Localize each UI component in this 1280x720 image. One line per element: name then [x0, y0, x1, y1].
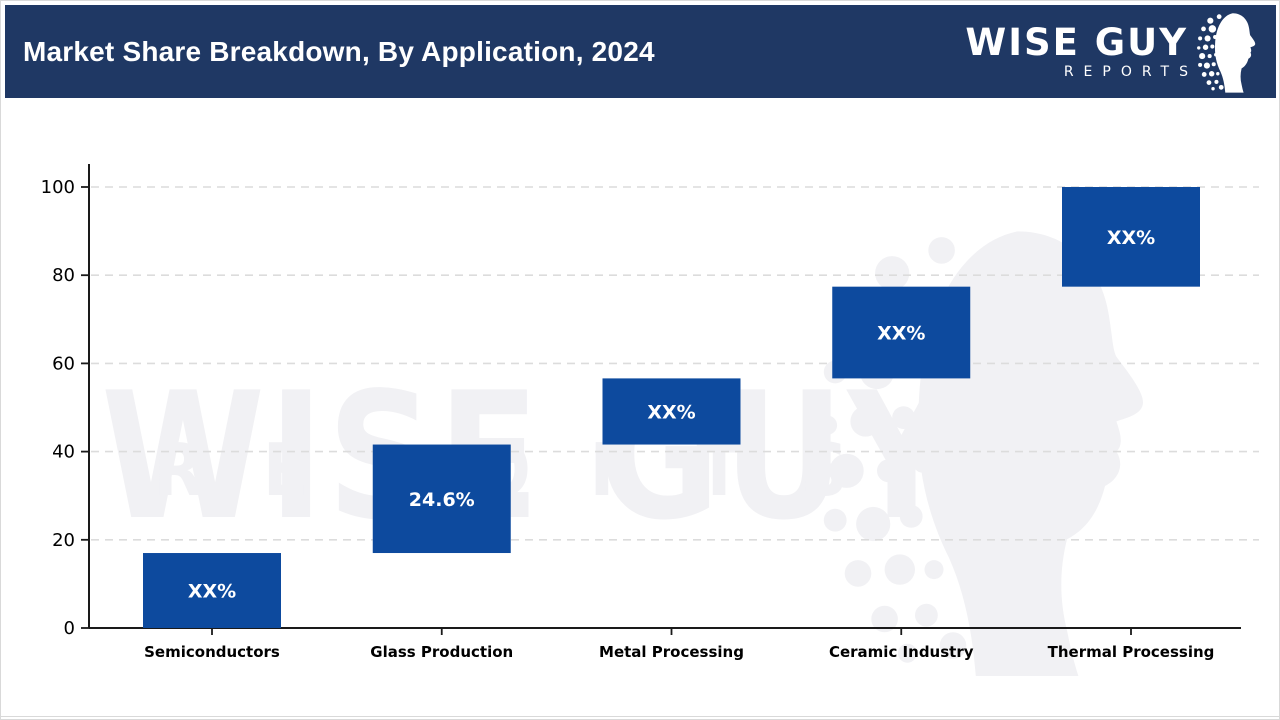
bar-glass-production	[372, 444, 511, 554]
chart-area: WISE GUY REPORTS 0 20 40 60 80 100 XX% Semicond…	[1, 98, 1279, 718]
bottom-divider	[1, 716, 1279, 717]
watermark-text-wiseguy: WISE GUY	[101, 356, 959, 559]
category-label-thermal-processing: Thermal Processing	[1048, 643, 1215, 661]
bar-value-label-semiconductors: XX%	[188, 581, 236, 603]
y-tick-label-80: 80	[52, 265, 75, 286]
bar-value-label-metal-processing: XX%	[647, 401, 695, 423]
y-tick-label-40: 40	[52, 442, 75, 463]
logo-wordmark-line1: WISE GUY	[965, 21, 1188, 64]
bar-semiconductors	[143, 553, 281, 628]
bar-value-label-ceramic-industry: XX%	[877, 323, 925, 345]
category-label-metal-processing: Metal Processing	[599, 643, 744, 661]
y-tick-label-60: 60	[52, 353, 75, 374]
y-tick-label-0: 0	[64, 618, 75, 639]
category-label-glass-production: Glass Production	[370, 643, 513, 661]
market-share-chart: 0 20 40 60 80 100 XX% Semiconductors 24.6% Glass …	[41, 164, 1259, 661]
wiseguy-logo: WISE GUY REPORTS	[965, 11, 1262, 93]
bar-value-label-glass-production: 24.6%	[409, 489, 475, 511]
category-label-semiconductors: Semiconductors	[144, 643, 280, 661]
bar-value-label-thermal-processing: XX%	[1107, 227, 1155, 249]
logo-wordmark: WISE GUY REPORTS	[965, 24, 1188, 79]
y-tick-label-100: 100	[41, 177, 75, 198]
y-tick-label-20: 20	[52, 530, 75, 551]
bar-ceramic-industry	[832, 286, 971, 379]
bar-metal-processing	[602, 378, 741, 445]
logo-face-icon	[1194, 11, 1262, 93]
logo-wordmark-line2: REPORTS	[1063, 64, 1198, 80]
category-label-ceramic-industry: Ceramic Industry	[829, 643, 974, 661]
page-title: Market Share Breakdown, By Application, …	[23, 35, 655, 67]
header: Market Share Breakdown, By Application, …	[5, 5, 1276, 98]
bar-thermal-processing	[1062, 187, 1200, 287]
